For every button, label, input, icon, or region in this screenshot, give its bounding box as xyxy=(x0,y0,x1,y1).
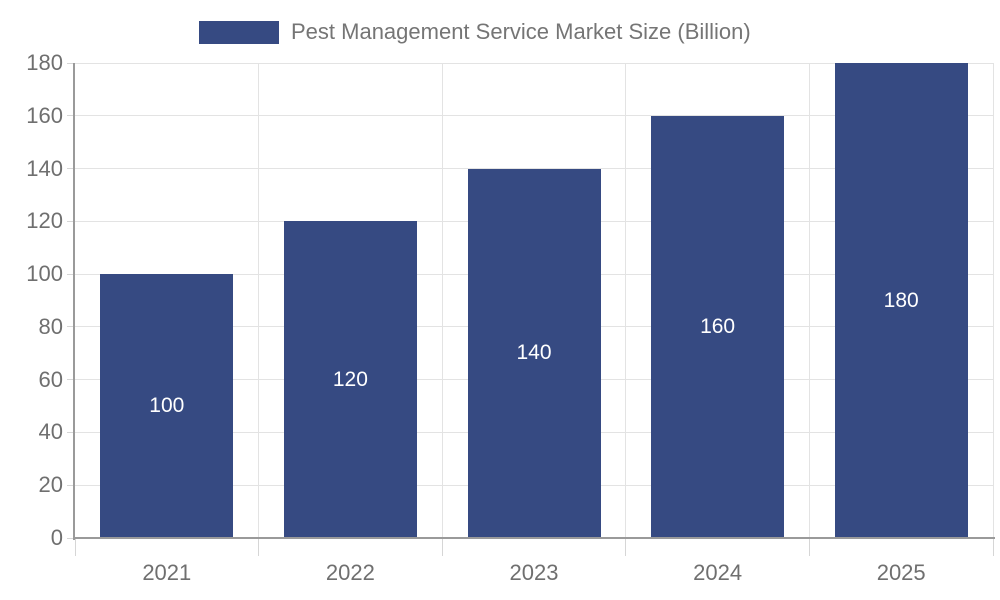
y-axis-line xyxy=(73,63,75,540)
bar-value-label: 160 xyxy=(700,314,736,338)
y-axis-tick xyxy=(67,484,75,486)
y-tick-label: 120 xyxy=(26,208,63,234)
bar-2021 xyxy=(100,274,234,538)
y-axis-tick xyxy=(67,326,75,328)
gridline-vertical xyxy=(625,63,627,538)
x-axis-tick xyxy=(808,538,810,556)
gridline-horizontal xyxy=(75,115,993,117)
x-tick-label: 2021 xyxy=(142,560,192,585)
y-tick-label: 100 xyxy=(26,261,63,287)
gridline-vertical xyxy=(992,63,994,538)
x-tick-label: 2023 xyxy=(509,560,559,585)
gridline-vertical xyxy=(441,63,443,538)
y-axis-tick xyxy=(67,168,75,170)
legend-swatch xyxy=(199,20,279,44)
y-axis-tick xyxy=(67,115,75,117)
x-tick-label: 2025 xyxy=(876,560,926,585)
bar-value-label: 180 xyxy=(883,288,919,312)
x-axis-tick xyxy=(625,538,627,556)
gridline-vertical xyxy=(808,63,810,538)
x-axis-line xyxy=(73,537,995,539)
y-tick-label: 180 xyxy=(26,50,63,75)
x-axis-tick xyxy=(992,538,994,556)
bar-2024 xyxy=(651,115,785,538)
y-tick-label: 80 xyxy=(38,313,63,339)
bar-2022 xyxy=(283,221,417,538)
y-tick-label: 60 xyxy=(38,366,63,392)
bar-value-label: 100 xyxy=(149,394,185,418)
y-tick-label: 20 xyxy=(38,472,63,498)
x-tick-label: 2024 xyxy=(693,560,743,585)
x-tick-label: 2022 xyxy=(325,560,375,585)
bar-2023 xyxy=(467,168,601,538)
y-tick-label: 160 xyxy=(26,102,63,128)
y-axis-tick xyxy=(67,431,75,433)
bar-value-label: 140 xyxy=(516,341,552,365)
x-axis-tick xyxy=(258,538,260,556)
gridline-horizontal xyxy=(75,62,993,64)
gridline-vertical xyxy=(258,63,260,538)
y-tick-label: 0 xyxy=(50,525,63,550)
legend-label: Pest Management Service Market Size (Bil… xyxy=(291,19,751,44)
y-tick-label: 40 xyxy=(38,419,63,445)
x-axis-tick xyxy=(441,538,443,556)
bar-2025 xyxy=(834,63,968,538)
x-axis-tick xyxy=(74,538,76,556)
y-axis-tick xyxy=(67,537,75,539)
y-tick-label: 140 xyxy=(26,155,63,181)
y-axis-tick xyxy=(67,220,75,222)
bar-value-label: 120 xyxy=(332,367,368,391)
y-axis-tick xyxy=(67,273,75,275)
y-axis-tick xyxy=(67,379,75,381)
y-axis-tick xyxy=(67,62,75,64)
legend[interactable]: Pest Management Service Market Size (Bil… xyxy=(199,19,751,45)
